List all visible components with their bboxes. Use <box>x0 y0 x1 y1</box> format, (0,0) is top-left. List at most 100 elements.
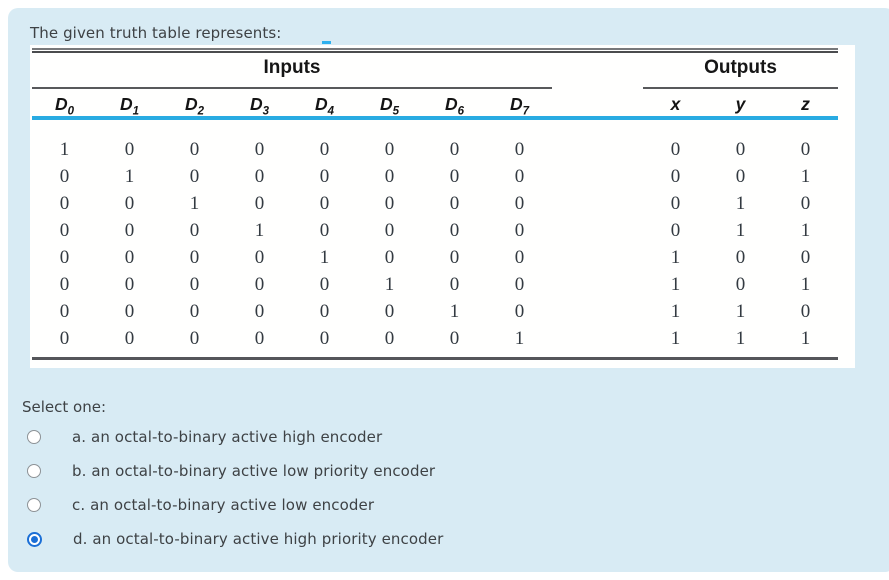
outputs-group-header: Outputs <box>704 57 777 78</box>
input-cell: 1 <box>449 301 460 322</box>
input-cell: 0 <box>59 328 70 349</box>
option-label-d[interactable]: d. an octal-to-binary active high priori… <box>73 530 444 548</box>
option-label-c[interactable]: c. an octal-to-binary active low encoder <box>72 496 375 514</box>
output-cell: 0 <box>735 166 746 187</box>
inputs-group-underline <box>32 87 552 89</box>
output-column-header-y: y <box>735 94 746 114</box>
option-row-d[interactable]: d. an octal-to-binary active high priori… <box>27 530 444 548</box>
input-cell: 0 <box>319 328 330 349</box>
option-label-a[interactable]: a. an octal-to-binary active high encode… <box>72 428 383 446</box>
input-cell: 0 <box>254 139 265 160</box>
input-cell: 0 <box>189 139 200 160</box>
output-cell: 1 <box>670 328 681 349</box>
table-accent-rule <box>32 116 838 120</box>
option-row-b[interactable]: b. an octal-to-binary active low priorit… <box>27 462 443 480</box>
table-row-5: 0 0 0 0 1 0 0 0 1 0 0 <box>32 244 838 271</box>
table-rows: 1 0 0 0 0 0 0 0 0 0 0 0 1 0 0 0 0 0 0 0 0 1 0 0 1 0 0 0 0 0 0 1 0 0 0 0 1 0 0 0… <box>32 136 838 352</box>
radio-option-c[interactable] <box>27 498 41 512</box>
input-cell: 0 <box>514 274 525 295</box>
table-row-2: 0 1 0 0 0 0 0 0 0 0 1 <box>32 163 838 190</box>
input-cell: 0 <box>59 301 70 322</box>
input-cell: 0 <box>124 301 135 322</box>
option-row-c[interactable]: c. an octal-to-binary active low encoder <box>27 496 443 514</box>
input-cell: 0 <box>189 328 200 349</box>
input-cell: 0 <box>514 247 525 268</box>
output-cell: 0 <box>800 301 811 322</box>
input-cell: 0 <box>514 220 525 241</box>
input-cell: 0 <box>449 274 460 295</box>
input-cell: 0 <box>514 193 525 214</box>
output-cell: 1 <box>800 328 811 349</box>
input-cell: 1 <box>254 220 265 241</box>
input-cell: 0 <box>124 193 135 214</box>
options-list: a. an octal-to-binary active high encode… <box>27 428 444 566</box>
row-gap-spacer <box>552 271 643 298</box>
input-column-header-D0: D0 <box>54 94 75 118</box>
output-cell: 0 <box>800 139 811 160</box>
output-cell: 1 <box>670 247 681 268</box>
input-cell: 0 <box>449 247 460 268</box>
input-cell: 0 <box>59 220 70 241</box>
input-cell: 0 <box>384 139 395 160</box>
input-cell: 0 <box>254 166 265 187</box>
option-label-b[interactable]: b. an octal-to-binary active low priorit… <box>72 462 436 480</box>
table-row-8: 0 0 0 0 0 0 0 1 1 1 1 <box>32 325 838 352</box>
input-cell: 0 <box>59 166 70 187</box>
output-cell: 0 <box>670 193 681 214</box>
input-cell: 0 <box>514 166 525 187</box>
input-cell: 0 <box>384 220 395 241</box>
input-cell: 0 <box>319 166 330 187</box>
input-cell: 1 <box>514 328 525 349</box>
radio-option-d-selected[interactable] <box>27 531 42 547</box>
input-cell: 0 <box>514 139 525 160</box>
input-cell: 1 <box>384 274 395 295</box>
row-gap-spacer <box>552 163 643 190</box>
input-column-header-D5: D5 <box>379 94 400 118</box>
table-row-1: 1 0 0 0 0 0 0 0 0 0 0 <box>32 136 838 163</box>
input-cell: 0 <box>59 193 70 214</box>
input-cell: 0 <box>319 274 330 295</box>
input-cell: 0 <box>449 328 460 349</box>
table-row-6: 0 0 0 0 0 1 0 0 1 0 1 <box>32 271 838 298</box>
table-bottom-rule <box>32 357 838 360</box>
output-cell: 1 <box>735 193 746 214</box>
row-gap-spacer <box>552 244 643 271</box>
input-cell: 0 <box>124 139 135 160</box>
input-cell: 0 <box>384 193 395 214</box>
inputs-group-header: Inputs <box>263 57 321 78</box>
row-gap-spacer <box>552 190 643 217</box>
input-cell: 0 <box>449 220 460 241</box>
radio-option-b[interactable] <box>27 464 41 478</box>
input-cell: 1 <box>124 166 135 187</box>
input-cell: 0 <box>254 301 265 322</box>
select-one-label: Select one: <box>22 398 107 416</box>
radio-option-a[interactable] <box>27 430 41 444</box>
output-cell: 1 <box>735 328 746 349</box>
input-cell: 0 <box>189 301 200 322</box>
input-cell: 0 <box>59 274 70 295</box>
input-cell: 0 <box>189 274 200 295</box>
column-gap-spacer <box>552 91 643 117</box>
option-row-a[interactable]: a. an octal-to-binary active high encode… <box>27 428 443 446</box>
row-gap-spacer <box>552 298 643 325</box>
input-cell: 1 <box>189 193 200 214</box>
input-cell: 0 <box>449 166 460 187</box>
input-cell: 0 <box>384 301 395 322</box>
question-text: The given truth table represents: <box>30 24 282 42</box>
input-cell: 0 <box>514 301 525 322</box>
input-cell: 0 <box>189 247 200 268</box>
output-cell: 0 <box>735 274 746 295</box>
output-cell: 0 <box>670 166 681 187</box>
input-cell: 0 <box>449 139 460 160</box>
row-gap-spacer <box>552 325 643 352</box>
input-cell: 0 <box>124 247 135 268</box>
output-cell: 1 <box>670 301 681 322</box>
output-cell: 0 <box>800 247 811 268</box>
input-cell: 0 <box>319 193 330 214</box>
column-header-row: D0 D1 D2 D3 D4 D5 D6 D7 x y z <box>32 91 838 117</box>
output-cell: 0 <box>735 247 746 268</box>
output-column-header-z: z <box>801 94 810 114</box>
input-cell: 0 <box>124 274 135 295</box>
input-column-header-D3: D3 <box>249 94 270 118</box>
output-cell: 0 <box>735 139 746 160</box>
